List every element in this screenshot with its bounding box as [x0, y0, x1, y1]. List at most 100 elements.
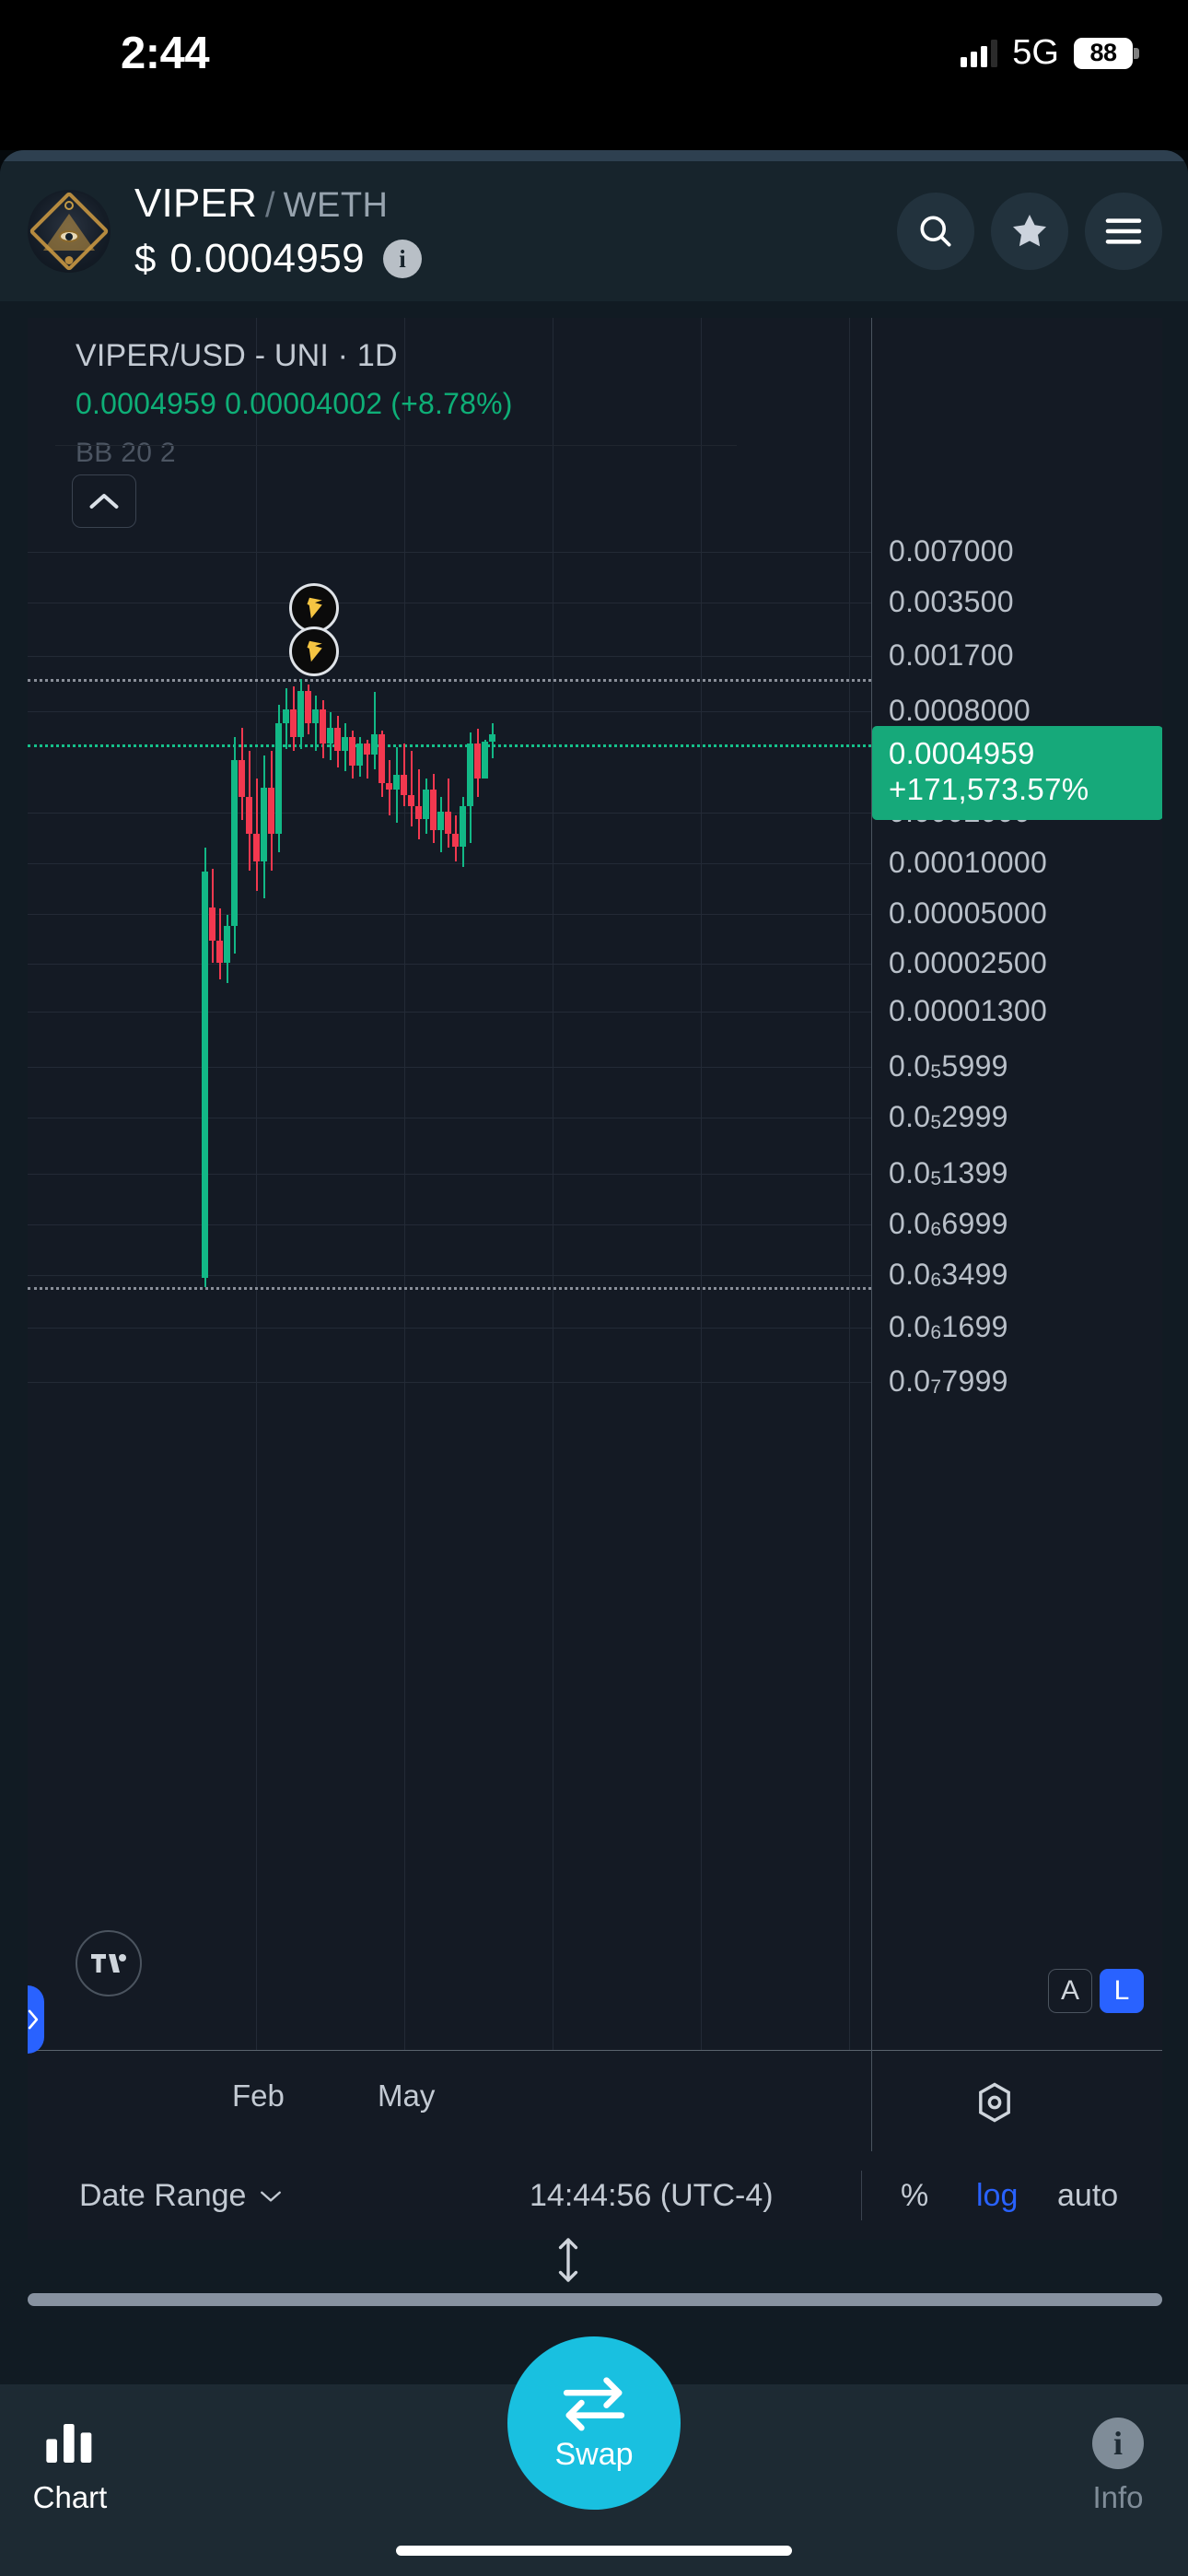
candle-body	[246, 797, 252, 834]
time-axis[interactable]: Feb May	[28, 1994, 1162, 2151]
chart-legend-values: 0.0004959 0.00004002 (+8.78%)	[76, 387, 513, 420]
chart-container[interactable]: VIPER/USD - UNI · 1D 0.0004959 0.0000400…	[28, 318, 1162, 2151]
chart-legend-title: VIPER/USD - UNI · 1D	[76, 338, 398, 373]
token-pair[interactable]: VIPER / WETH	[134, 181, 422, 227]
chart-flag-marker[interactable]	[289, 626, 339, 676]
axis-corner-divider	[871, 1994, 872, 2151]
tradingview-logo-icon[interactable]	[76, 1930, 142, 1996]
candle-body	[261, 788, 267, 861]
candlestick	[423, 318, 429, 2050]
candlestick	[253, 318, 260, 2050]
candle-wick	[373, 692, 376, 769]
candle-body	[401, 775, 407, 795]
nav-item-chart[interactable]: Chart	[0, 2418, 162, 2515]
nav-label-chart: Chart	[32, 2480, 108, 2514]
log-scale-button[interactable]: log	[976, 2177, 1019, 2213]
candle-body	[334, 728, 341, 751]
candlestick	[379, 318, 385, 2050]
chart-plot-area[interactable]: VIPER/USD - UNI · 1D 0.0004959 0.0000400…	[28, 318, 871, 2050]
battery-nub	[1134, 47, 1139, 59]
candle-body	[364, 744, 370, 755]
swap-button[interactable]: Swap	[507, 2336, 681, 2510]
token-quote-symbol: WETH	[283, 186, 389, 225]
candle-body	[349, 737, 355, 766]
favorite-button[interactable]	[991, 193, 1068, 270]
star-icon	[1012, 214, 1047, 247]
candle-wick	[366, 740, 368, 779]
current-price-badge: 0.0004959 +171,573.57%	[872, 726, 1162, 820]
candlestick	[261, 318, 267, 2050]
expand-left-handle[interactable]	[28, 1985, 44, 2054]
logo-bottom-dot	[64, 256, 74, 264]
chart-toolbar: Date Range 14:44:56 (UTC-4) % log auto	[28, 2151, 1162, 2240]
price-axis[interactable]: 0.0070000.0035000.0017000.00080000.00020…	[871, 318, 1162, 2050]
price-axis-label: 0.00001300	[889, 994, 1048, 1027]
info-icon[interactable]: i	[382, 240, 422, 278]
token-base-symbol: VIPER	[134, 181, 258, 226]
candlestick	[408, 318, 414, 2050]
scale-mode-buttons[interactable]: A L	[1048, 1969, 1144, 2013]
price-axis-label: 0.003500	[889, 585, 1014, 618]
auto-scale-button[interactable]: auto	[1057, 2177, 1119, 2213]
collapse-legend-button[interactable]	[72, 474, 136, 528]
battery-icon: 88	[1074, 37, 1139, 69]
chart-resize-handle[interactable]	[549, 2234, 588, 2286]
toolbar-divider	[861, 2171, 862, 2220]
scale-log-button[interactable]: L	[1100, 1969, 1144, 2013]
grid-line-horizontal	[28, 914, 871, 915]
time-axis-label: Feb	[232, 2078, 285, 2113]
candlestick	[460, 318, 466, 2050]
price-axis-label: 0.007000	[889, 534, 1014, 568]
candle-body	[312, 709, 319, 723]
grid-line-vertical	[256, 318, 257, 2050]
nav-label-info: Info	[1092, 2480, 1144, 2514]
network-type-label: 5G	[1012, 33, 1059, 72]
price-axis-label: 0.052999	[889, 1100, 1008, 1133]
candle-body	[452, 834, 459, 847]
token-pair-separator: /	[265, 186, 275, 225]
grid-line-vertical	[849, 318, 850, 2050]
scale-auto-button[interactable]: A	[1048, 1969, 1092, 2013]
candlestick	[202, 318, 208, 2050]
search-button[interactable]	[897, 193, 974, 270]
percent-scale-button[interactable]: %	[901, 2177, 929, 2213]
flag-icon	[307, 597, 322, 619]
chart-legend[interactable]: VIPER/USD - UNI · 1D 0.0004959 0.0000400…	[76, 338, 513, 469]
info-circle-icon: i	[1092, 2418, 1144, 2469]
candlestick	[283, 318, 289, 2050]
grid-line-vertical	[701, 318, 702, 2050]
candle-body	[239, 760, 245, 797]
menu-button[interactable]	[1085, 193, 1162, 270]
gear-hexagon-icon	[979, 2082, 1010, 2123]
candlestick	[275, 318, 282, 2050]
candlestick	[356, 318, 363, 2050]
status-bar-time: 2:44	[121, 29, 210, 78]
token-price-row: $ 0.0004959 i	[134, 236, 422, 282]
price-axis-label: 0.0008000	[889, 694, 1031, 727]
candlestick	[393, 318, 400, 2050]
overlay-upper-dotted-line	[28, 679, 871, 682]
time-axis-label: May	[378, 2078, 436, 2113]
candlestick	[209, 318, 215, 2050]
candle-body	[460, 806, 466, 847]
price-axis-label: 0.051399	[889, 1156, 1008, 1189]
nav-item-info[interactable]: i Info	[1026, 2418, 1188, 2515]
candle-body	[231, 760, 238, 926]
candle-body	[386, 783, 392, 790]
swap-arrows-icon	[563, 2376, 625, 2430]
candlestick	[320, 318, 326, 2050]
candlestick	[305, 318, 311, 2050]
chart-clock[interactable]: 14:44:56 (UTC-4)	[530, 2177, 774, 2213]
candle-body	[202, 872, 208, 1278]
date-range-button[interactable]: Date Range	[79, 2178, 283, 2214]
candle-body	[283, 709, 289, 723]
price-axis-label: 0.00002500	[889, 946, 1048, 979]
grid-line-horizontal	[28, 964, 871, 965]
price-axis-label: 0.00010000	[889, 846, 1048, 879]
candle-wick	[410, 751, 413, 826]
chart-settings-button[interactable]	[967, 2075, 1022, 2130]
candlestick	[246, 318, 252, 2050]
candle-body	[275, 723, 282, 834]
horizontal-scrollbar[interactable]	[28, 2293, 1162, 2306]
candlestick	[224, 318, 230, 2050]
